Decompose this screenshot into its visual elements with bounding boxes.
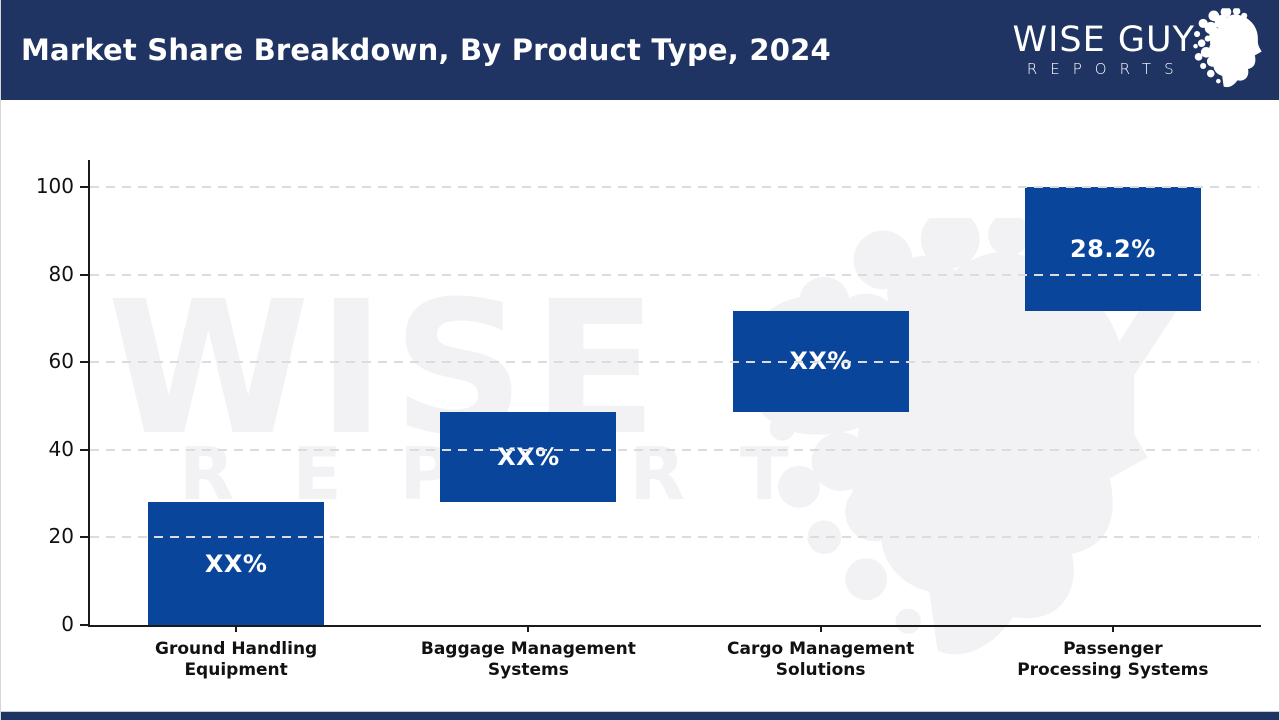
y-tick-80 xyxy=(80,273,88,276)
y-tick-40 xyxy=(80,448,88,451)
y-tick-label-100: 100 xyxy=(35,174,74,198)
wise-guy-logo: WISE GUY REPORTS xyxy=(1012,6,1267,94)
x-category-label: Ground Handling Equipment xyxy=(155,639,318,681)
logo-sub-text: REPORTS xyxy=(1026,59,1187,78)
dotted-head-icon xyxy=(1191,8,1267,92)
bar-segment: XX% xyxy=(440,412,617,503)
x-category-label: Baggage Management Systems xyxy=(420,639,636,681)
y-axis-line xyxy=(88,160,90,626)
logo-brand-text: WISE GUY xyxy=(1012,20,1195,61)
bar-segment: 28.2% xyxy=(1024,187,1201,311)
y-tick-label-20: 20 xyxy=(48,524,74,549)
footer-bar xyxy=(1,711,1279,720)
gridline-80 xyxy=(90,273,1259,276)
x-category-label: Cargo Management Solutions xyxy=(727,639,915,681)
page-title: Market Share Breakdown, By Product Type,… xyxy=(21,33,831,67)
gridline-40 xyxy=(90,448,1259,451)
x-tick xyxy=(527,626,530,632)
bar-value-label: XX% xyxy=(497,443,560,472)
x-category-label: Passenger Processing Systems xyxy=(1017,639,1209,681)
x-tick xyxy=(819,626,822,632)
x-tick xyxy=(1111,626,1114,632)
x-axis-line xyxy=(88,625,1261,627)
bar-value-label: XX% xyxy=(204,549,268,578)
gridline-100 xyxy=(90,186,1259,188)
logo-text: WISE GUY REPORTS xyxy=(1012,22,1195,78)
y-tick-label-0: 0 xyxy=(61,612,74,636)
bar-value-label: 28.2% xyxy=(1069,234,1156,263)
x-tick xyxy=(235,626,238,632)
y-tick-20 xyxy=(80,536,88,539)
header-bar: Market Share Breakdown, By Product Type,… xyxy=(1,0,1279,100)
gridline-60 xyxy=(90,361,1259,364)
y-tick-0 xyxy=(80,624,88,626)
gridline-20 xyxy=(90,536,1259,539)
y-tick-60 xyxy=(80,361,88,364)
y-tick-label-40: 40 xyxy=(48,436,74,461)
y-tick-label-80: 80 xyxy=(48,261,74,286)
plot-area: 0 20 40 60 80 100 XX% Ground Handling Equipment X… xyxy=(36,160,1261,680)
bar-segment: XX% xyxy=(148,502,325,625)
y-tick-label-60: 60 xyxy=(48,349,74,374)
y-tick-100 xyxy=(80,186,88,188)
